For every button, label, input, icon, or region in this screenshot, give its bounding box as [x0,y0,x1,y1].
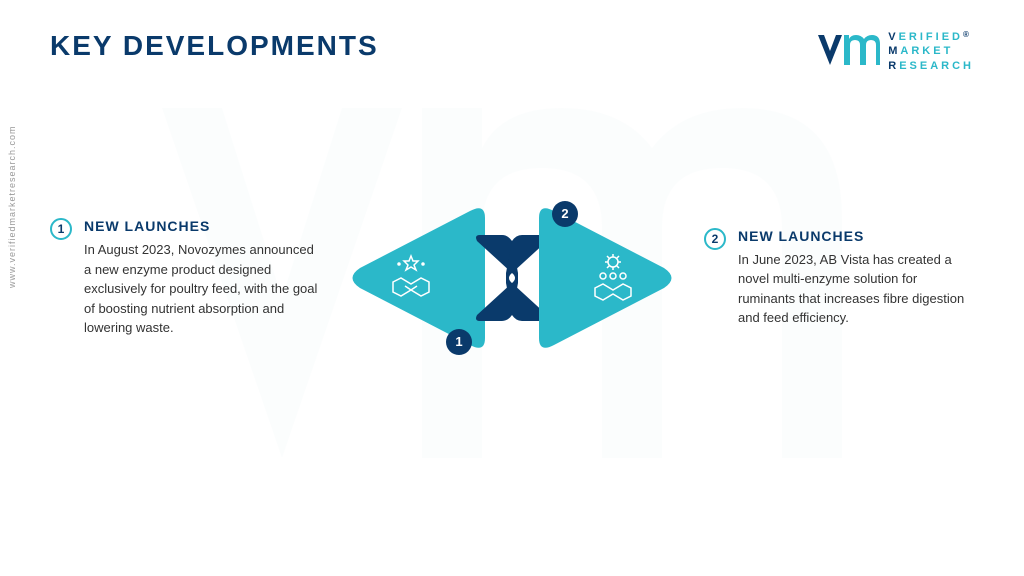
header: KEY DEVELOPMENTS VERIFIED® MARKET RESEAR… [50,30,974,73]
page-title: KEY DEVELOPMENTS [50,30,379,62]
main-container: KEY DEVELOPMENTS VERIFIED® MARKET RESEAR… [0,0,1024,576]
item-description: In August 2023, Novozymes announced a ne… [84,240,320,338]
development-item-2: 2 NEW LAUNCHES In June 2023, AB Vista ha… [704,228,974,328]
triangle-badge-2: 2 [552,201,578,227]
triangle-graphic: 1 [340,193,684,363]
triangle-badge-1: 1 [446,329,472,355]
handshake-star-icon [383,250,439,306]
team-gear-icon [585,250,641,306]
triangle-right: 2 [514,193,684,363]
item-body: NEW LAUNCHES In August 2023, Novozymes a… [84,218,320,338]
item-number-badge: 1 [50,218,72,240]
item-title: NEW LAUNCHES [738,228,974,244]
item-number-badge: 2 [704,228,726,250]
item-description: In June 2023, AB Vista has created a nov… [738,250,974,328]
item-title: NEW LAUNCHES [84,218,320,234]
item-body: NEW LAUNCHES In June 2023, AB Vista has … [738,228,974,328]
logo-mark-icon [816,33,880,69]
brand-logo: VERIFIED® MARKET RESEARCH [816,30,974,73]
development-item-1: 1 NEW LAUNCHES In August 2023, Novozymes… [50,218,320,338]
logo-text: VERIFIED® MARKET RESEARCH [888,30,974,73]
content-row: 1 NEW LAUNCHES In August 2023, Novozymes… [50,193,974,363]
triangle-left: 1 [340,193,510,363]
